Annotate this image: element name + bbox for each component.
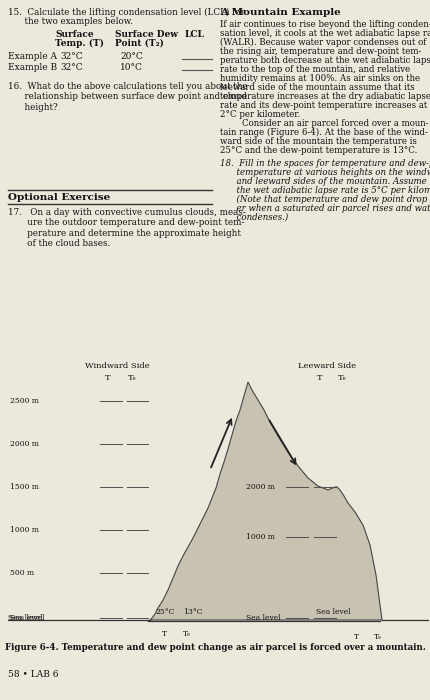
Text: tain range (Figure 6-4). At the base of the wind-: tain range (Figure 6-4). At the base of … (220, 128, 428, 137)
Text: perature both decrease at the wet adiabatic lapse: perature both decrease at the wet adiaba… (220, 56, 430, 65)
Text: 2500 m: 2500 m (10, 397, 39, 405)
Text: T: T (354, 633, 359, 641)
Text: er when a saturated air parcel rises and water vapor: er when a saturated air parcel rises and… (220, 204, 430, 213)
Text: 1000 m: 1000 m (10, 526, 39, 534)
Text: condenses.): condenses.) (220, 213, 288, 222)
Text: the rising air, temperature and dew-point tem-: the rising air, temperature and dew-poin… (220, 47, 421, 56)
Text: Point (T₂): Point (T₂) (115, 39, 164, 48)
Text: 2°C per kilometer.: 2°C per kilometer. (220, 110, 300, 119)
Text: Sea level: Sea level (246, 614, 281, 622)
Text: Figure 6-4. Temperature and dew point change as air parcel is forced over a moun: Figure 6-4. Temperature and dew point ch… (5, 643, 425, 652)
Text: temperature at various heights on the windward: temperature at various heights on the wi… (220, 168, 430, 177)
Text: 2000 m: 2000 m (246, 483, 275, 491)
Text: Surface Dew: Surface Dew (115, 30, 178, 39)
Text: Consider an air parcel forced over a moun-: Consider an air parcel forced over a mou… (220, 119, 429, 128)
Text: 1500 m: 1500 m (10, 483, 39, 491)
Text: 15.  Calculate the lifting condensation level (LCL) for: 15. Calculate the lifting condensation l… (8, 8, 245, 17)
Text: 32°C: 32°C (60, 52, 83, 61)
Text: 18.  Fill in the spaces for temperature and dew-point: 18. Fill in the spaces for temperature a… (220, 159, 430, 168)
Text: humidity remains at 100%. As air sinks on the: humidity remains at 100%. As air sinks o… (220, 74, 420, 83)
Text: leeward side of the mountain assume that its: leeward side of the mountain assume that… (220, 83, 415, 92)
Text: 58 • LAB 6: 58 • LAB 6 (8, 670, 58, 679)
Text: Sea level: Sea level (10, 614, 45, 622)
Text: rate to the top of the mountain, and relative: rate to the top of the mountain, and rel… (220, 65, 410, 74)
Text: T: T (317, 374, 322, 382)
Text: Tₑ: Tₑ (128, 374, 137, 382)
Text: the wet adiabatic lapse rate is 5°C per kilometer.: the wet adiabatic lapse rate is 5°C per … (220, 186, 430, 195)
Text: Sea level: Sea level (316, 608, 350, 616)
Text: 2000 m: 2000 m (10, 440, 39, 448)
Text: 10°C: 10°C (120, 63, 143, 72)
Text: 25°C: 25°C (155, 608, 175, 616)
Text: Example A: Example A (8, 52, 57, 61)
Text: Surface: Surface (55, 30, 94, 39)
Text: Leeward Side: Leeward Side (298, 362, 356, 370)
Text: A Mountain Example: A Mountain Example (220, 8, 341, 17)
Text: 20°C: 20°C (120, 52, 143, 61)
Text: T: T (162, 630, 167, 638)
Text: Sea level: Sea level (8, 614, 43, 622)
Text: 32°C: 32°C (60, 63, 83, 72)
Text: the two examples below.: the two examples below. (8, 17, 133, 26)
Polygon shape (150, 382, 382, 620)
Text: and leeward sides of the mountain. Assume that: and leeward sides of the mountain. Assum… (220, 177, 430, 186)
Text: Tₑ: Tₑ (338, 374, 347, 382)
Text: Optional Exercise: Optional Exercise (8, 193, 110, 202)
Text: 13°C: 13°C (183, 608, 203, 616)
Text: rate and its dew-point temperature increases at: rate and its dew-point temperature incre… (220, 101, 427, 110)
Text: Windward Side: Windward Side (85, 362, 150, 370)
Text: 25°C and the dew-point temperature is 13°C.: 25°C and the dew-point temperature is 13… (220, 146, 418, 155)
Text: temperature increases at the dry adiabatic lapse: temperature increases at the dry adiabat… (220, 92, 430, 101)
Text: Example B: Example B (8, 63, 57, 72)
Text: (Note that temperature and dew point drop togeth-: (Note that temperature and dew point dro… (220, 195, 430, 204)
Text: T: T (105, 374, 111, 382)
Text: If air continues to rise beyond the lifting conden-: If air continues to rise beyond the lift… (220, 20, 430, 29)
Text: LCL: LCL (185, 30, 205, 39)
Text: (WALR). Because water vapor condenses out of: (WALR). Because water vapor condenses ou… (220, 38, 427, 47)
Text: Temp. (T): Temp. (T) (55, 39, 104, 48)
Text: 16.  What do the above calculations tell you about the
      relationship betwee: 16. What do the above calculations tell … (8, 82, 248, 112)
Text: 1000 m: 1000 m (246, 533, 275, 541)
Text: sation level, it cools at the wet adiabatic lapse rate: sation level, it cools at the wet adiaba… (220, 29, 430, 38)
Text: ward side of the mountain the temperature is: ward side of the mountain the temperatur… (220, 137, 417, 146)
Text: Tₑ: Tₑ (183, 630, 191, 638)
Text: Tₑ: Tₑ (374, 633, 382, 641)
Text: 500 m: 500 m (10, 569, 34, 577)
Text: 17.   On a day with convective cumulus clouds, meas-
       ure the outdoor temp: 17. On a day with convective cumulus clo… (8, 208, 246, 248)
